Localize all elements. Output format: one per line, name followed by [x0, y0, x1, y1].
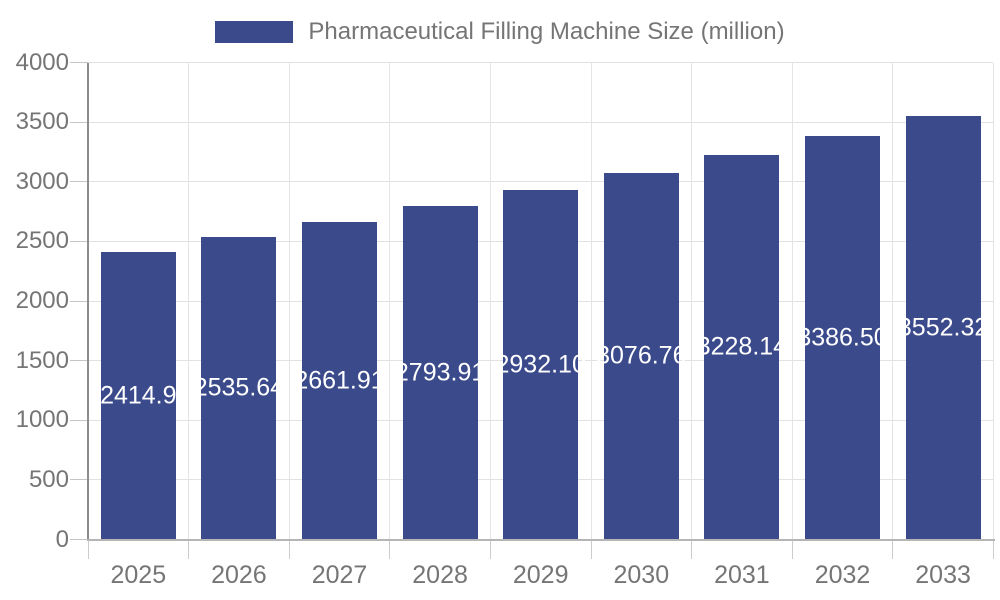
gridline-h: [88, 121, 994, 123]
y-tick-label: 2000: [15, 287, 69, 314]
y-axis-tick: [70, 300, 88, 302]
gridline-v: [892, 62, 894, 540]
x-axis-tick: [489, 539, 491, 559]
y-tick-label: 0: [55, 525, 69, 553]
bar-value-label: 2661.91: [294, 366, 385, 395]
y-axis-tick: [70, 181, 88, 183]
y-axis-tick: [70, 240, 88, 242]
bar-value-label: 3386.50: [797, 323, 888, 352]
bar[interactable]: [302, 222, 377, 540]
gridline-v: [590, 62, 592, 540]
x-tick-label: 2030: [613, 561, 670, 589]
bar[interactable]: [704, 154, 780, 540]
gridline-v: [992, 62, 994, 540]
y-axis-tick: [70, 419, 88, 421]
y-axis-tick: [70, 121, 88, 123]
y-tick-label: 3000: [15, 167, 69, 195]
bar[interactable]: [805, 135, 880, 540]
x-axis-line: [87, 538, 996, 541]
y-tick-label: 4000: [15, 48, 69, 76]
bar[interactable]: [603, 172, 679, 540]
x-axis-tick: [288, 539, 290, 559]
bar-value-label: 2414.9: [100, 381, 177, 409]
bar-value-label: 2793.91: [394, 358, 486, 387]
x-axis-tick: [87, 539, 89, 559]
bar[interactable]: [503, 189, 579, 540]
legend[interactable]: Pharmaceutical Filling Machine Size (mil…: [0, 18, 1000, 45]
bar-value-label: 3076.76: [596, 341, 687, 370]
y-tick-label: 2500: [15, 227, 69, 255]
x-axis-tick: [389, 539, 391, 559]
x-axis-tick: [590, 539, 592, 559]
y-tick-label: 1000: [15, 406, 69, 434]
bar[interactable]: [201, 237, 277, 540]
x-tick-label: 2028: [412, 561, 468, 589]
y-axis-line: [87, 62, 89, 540]
bar[interactable]: [100, 251, 176, 540]
x-tick-label: 2025: [110, 561, 167, 589]
legend-label: Pharmaceutical Filling Machine Size (mil…: [308, 18, 785, 45]
x-tick-label: 2032: [814, 561, 871, 589]
bar-value-label: 2535.64: [193, 373, 285, 402]
y-axis-tick: [70, 360, 88, 362]
gridline-v: [188, 62, 190, 540]
x-axis-tick: [691, 539, 693, 559]
bar[interactable]: [402, 206, 478, 540]
x-axis-tick: [188, 539, 190, 559]
y-tick-label: 3500: [15, 108, 69, 136]
x-axis-tick: [992, 539, 994, 559]
y-axis-tick: [70, 479, 88, 481]
gridline-h: [88, 62, 994, 63]
x-tick-label: 2029: [512, 561, 569, 589]
bar-value-label: 3228.14: [696, 332, 788, 361]
x-tick-label: 2026: [211, 561, 267, 589]
gridline-v: [489, 62, 491, 540]
y-axis-tick: [70, 539, 88, 540]
gridline-v: [288, 62, 290, 540]
x-axis-tick: [791, 539, 793, 559]
gridline-v: [791, 62, 793, 540]
bar-value-label: 2932.10: [495, 350, 586, 379]
gridline-v: [389, 62, 391, 540]
y-axis-tick: [70, 62, 88, 63]
x-axis-tick: [892, 539, 894, 559]
x-tick-label: 2031: [714, 561, 770, 589]
legend-swatch: [215, 21, 294, 43]
y-tick-label: 1500: [15, 346, 69, 374]
x-tick-label: 2033: [915, 561, 971, 589]
gridline-h: [88, 181, 994, 183]
bar[interactable]: [905, 115, 981, 540]
bar-value-label: 3552.32: [897, 313, 989, 342]
x-tick-label: 2027: [311, 561, 368, 589]
y-tick-label: 500: [28, 465, 69, 493]
gridline-v: [691, 62, 693, 540]
